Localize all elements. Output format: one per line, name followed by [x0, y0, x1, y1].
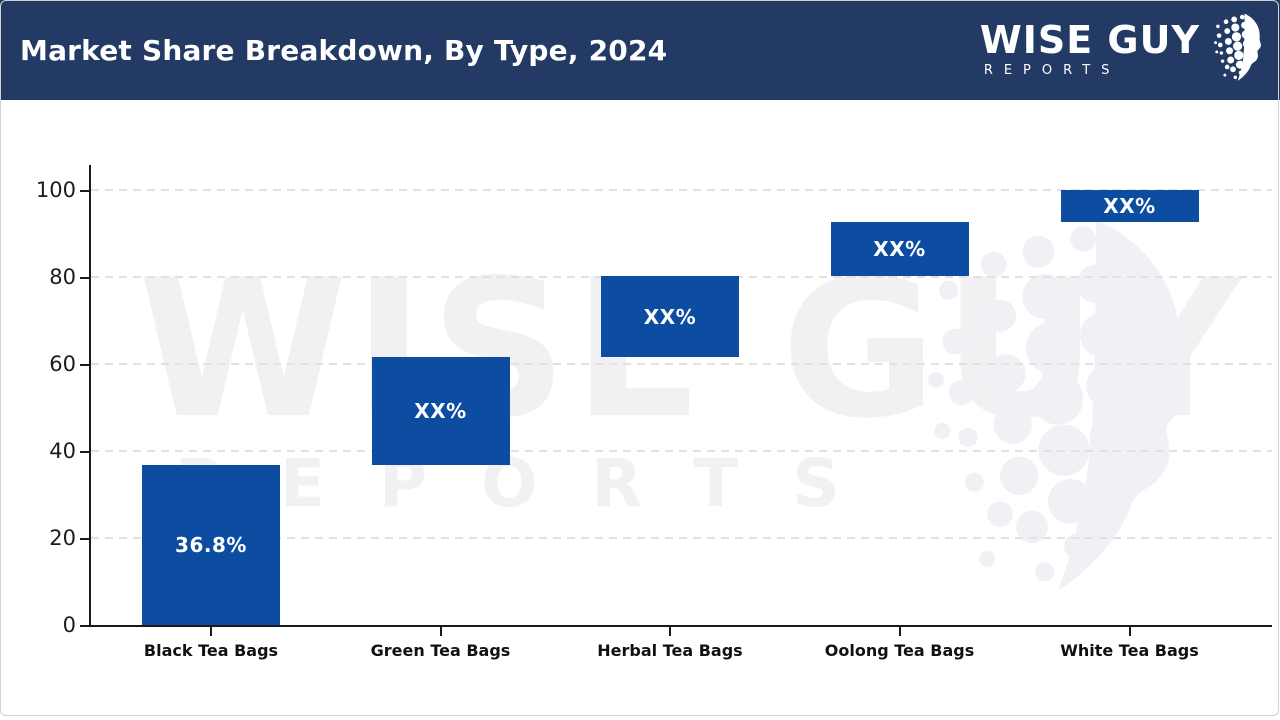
bar-herbal-tea-bags: XX% — [601, 276, 739, 358]
chart-area: WISE GUY REPORTS 36.8% XX% XX% XX% XX% 0 20 40 6… — [0, 100, 1280, 720]
brand-line1: WISE GUY — [979, 18, 1200, 63]
gridline — [91, 189, 1272, 191]
x-axis-label: White Tea Bags — [1060, 641, 1199, 660]
bar-white-tea-bags: XX% — [1060, 190, 1199, 223]
page-title: Market Share Breakdown, By Type, 2024 — [20, 33, 668, 67]
bar-value-label: XX% — [1103, 194, 1156, 219]
x-tick — [1128, 627, 1131, 636]
y-tick-label: 100 — [35, 178, 76, 202]
x-tick — [898, 627, 901, 636]
y-axis — [89, 165, 91, 627]
bar-black-tea-bags: 36.8% — [142, 464, 280, 625]
x-axis-label: Herbal Tea Bags — [597, 641, 743, 660]
x-axis-label: Green Tea Bags — [370, 641, 511, 660]
watermark-sub: REPORTS — [175, 445, 894, 522]
y-tick-label: 80 — [49, 265, 76, 289]
y-tick — [80, 451, 89, 453]
brand-line2: REPORTS — [983, 62, 1121, 78]
x-tick — [210, 627, 212, 636]
bar-value-label: 36.8% — [175, 532, 247, 557]
y-tick — [80, 538, 89, 540]
y-tick — [80, 625, 89, 627]
gridline — [91, 537, 1272, 539]
header: Market Share Breakdown, By Type, 2024 WI… — [0, 0, 1280, 100]
x-axis-label: Oolong Tea Bags — [824, 641, 975, 660]
y-tick-label: 20 — [49, 526, 76, 550]
bar-green-tea-bags: XX% — [371, 357, 510, 465]
y-tick — [80, 190, 89, 192]
y-tick-label: 0 — [62, 613, 76, 637]
bar-value-label: XX% — [643, 304, 697, 329]
y-tick — [80, 364, 89, 366]
x-axis-label: Black Tea Bags — [143, 641, 279, 660]
y-tick-label: 40 — [49, 439, 76, 463]
brand-logo: WISE GUY REPORTS — [980, 6, 1262, 92]
x-tick — [669, 627, 671, 636]
gridline — [91, 363, 1272, 365]
bar-value-label: XX% — [414, 398, 467, 423]
y-tick — [80, 277, 89, 279]
brand-wordmark: WISE GUY REPORTS — [979, 18, 1200, 78]
gridline — [91, 450, 1272, 452]
bar-oolong-tea-bags: XX% — [830, 222, 969, 277]
x-axis — [89, 625, 1272, 627]
wiseguy-head-icon — [1214, 13, 1261, 81]
x-tick — [439, 627, 442, 636]
bar-value-label: XX% — [873, 237, 926, 262]
y-tick-label: 60 — [49, 352, 76, 376]
